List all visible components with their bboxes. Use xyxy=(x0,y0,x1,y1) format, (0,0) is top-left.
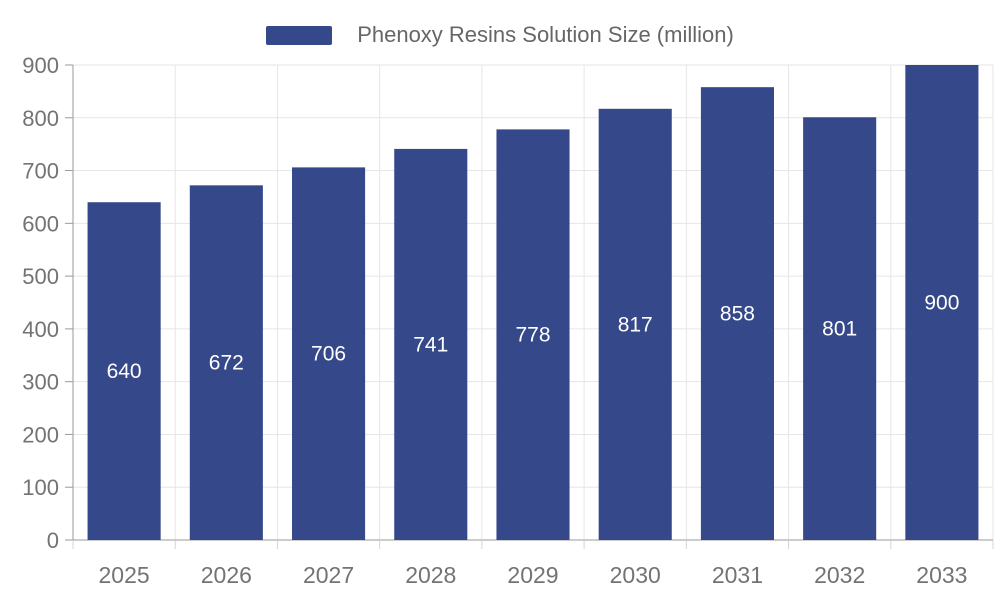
y-axis-tick-label: 400 xyxy=(22,317,59,342)
bar-2028[interactable] xyxy=(394,148,468,540)
x-axis-tick-label: 2033 xyxy=(916,562,967,588)
x-axis-tick-label: 2028 xyxy=(405,562,456,588)
x-axis-tick-label: 2031 xyxy=(712,562,763,588)
x-axis-tick-label: 2029 xyxy=(507,562,558,588)
x-axis-tick-label: 2027 xyxy=(303,562,354,588)
y-axis-tick-label: 200 xyxy=(22,422,59,447)
bar-2029[interactable] xyxy=(496,129,570,540)
y-axis-tick-label: 500 xyxy=(22,264,59,289)
bar-2025[interactable] xyxy=(87,202,161,540)
legend-swatch[interactable] xyxy=(266,25,333,45)
y-axis-tick-label: 300 xyxy=(22,370,59,395)
bar-2030[interactable] xyxy=(598,108,672,541)
bar-value-label: 900 xyxy=(924,292,959,315)
bar-2032[interactable] xyxy=(803,117,877,540)
legend[interactable]: Phenoxy Resins Solution Size (million) xyxy=(0,22,1000,48)
bar-value-label: 817 xyxy=(618,313,653,336)
x-axis-tick-label: 2025 xyxy=(99,562,150,588)
bar-2033[interactable] xyxy=(905,65,979,540)
x-axis-tick-label: 2032 xyxy=(814,562,865,588)
bar-2031[interactable] xyxy=(700,87,774,541)
y-axis-tick-label: 900 xyxy=(22,53,59,78)
bar-value-label: 706 xyxy=(311,343,346,366)
bar-value-label: 801 xyxy=(822,318,857,341)
y-axis-tick-label: 600 xyxy=(22,211,59,236)
y-axis-tick-label: 100 xyxy=(22,475,59,500)
x-axis-tick-label: 2030 xyxy=(610,562,661,588)
bar-value-label: 858 xyxy=(720,303,755,326)
legend-label: Phenoxy Resins Solution Size (million) xyxy=(357,22,734,47)
bar-value-label: 640 xyxy=(107,360,142,383)
y-axis-tick-label: 800 xyxy=(22,106,59,131)
bar-value-label: 672 xyxy=(209,352,244,375)
bar-2027[interactable] xyxy=(292,167,366,540)
x-axis-tick-label: 2026 xyxy=(201,562,252,588)
bar-value-label: 778 xyxy=(515,324,550,347)
y-axis-tick-label: 0 xyxy=(47,528,59,553)
bar-2026[interactable] xyxy=(189,185,263,541)
y-axis-tick-label: 700 xyxy=(22,159,59,184)
bar-value-label: 741 xyxy=(413,333,448,356)
